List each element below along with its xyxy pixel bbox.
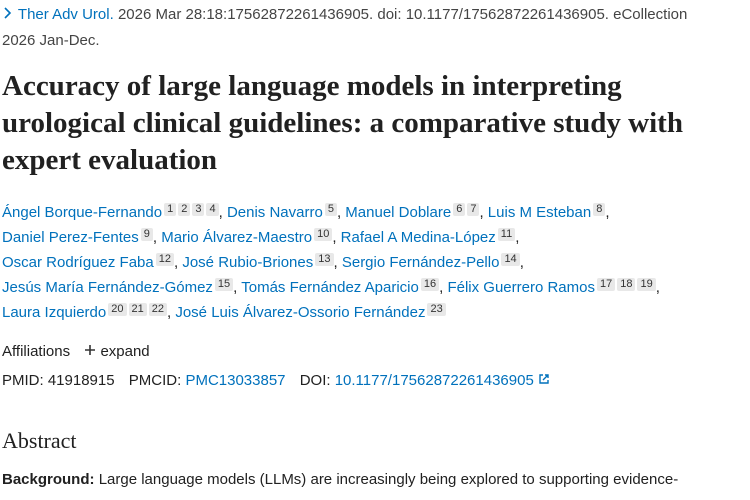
author-link[interactable]: Mario Álvarez-Maestro — [161, 229, 313, 246]
affiliations: Affiliations expand — [2, 341, 150, 363]
author-link[interactable]: Laura Izquierdo — [2, 304, 107, 321]
author-link[interactable]: Denis Navarro — [226, 204, 323, 221]
author-link[interactable]: Manuel Doblare — [345, 204, 452, 221]
author-separator: , — [152, 229, 158, 246]
doi-label: DOI: — [299, 372, 331, 389]
affiliation-number: 12 — [155, 253, 174, 266]
background-text: Large language models (LLMs) are increas… — [98, 471, 679, 488]
pmid: 41918915 — [47, 372, 115, 389]
author-separator: , — [333, 254, 338, 271]
affiliation-number: 13 — [315, 253, 334, 266]
plus-icon — [85, 345, 96, 355]
author-separator: , — [233, 279, 238, 296]
affiliation-number: 21 — [128, 303, 147, 316]
citation: Ther Adv Urol. 2026 Mar 28:18:1756287226… — [2, 2, 722, 54]
author-separator: , — [218, 204, 223, 221]
author-link[interactable]: Félix Guerrero Ramos — [447, 279, 595, 296]
abstract-heading: Abstract — [2, 428, 77, 453]
author-link[interactable]: Oscar Rodríguez Faba — [2, 254, 154, 271]
abstract-background: Background: Large language models (LLMs)… — [2, 469, 750, 491]
affiliation-number: 19 — [637, 278, 656, 291]
expand-text: expand — [100, 343, 150, 360]
affiliation-number: 20 — [108, 303, 127, 316]
affiliation-number: 16 — [420, 278, 440, 291]
chevron-icon — [4, 7, 12, 19]
citation-text: 2026 Mar 28:18:17562872261436905. doi: 1… — [2, 6, 688, 49]
author-link[interactable]: Sergio Fernández-Pello — [341, 254, 500, 271]
affiliation-number: 2 — [178, 203, 191, 216]
affiliation-number: 3 — [192, 203, 205, 216]
affiliation-number: 15 — [214, 278, 234, 291]
author-link[interactable]: Ángel Borque-Fernando — [2, 204, 163, 221]
author-separator: , — [515, 229, 520, 246]
pmcid-label: PMCID: — [128, 372, 182, 389]
expand-button[interactable]: expand — [84, 343, 150, 360]
author-separator: , — [439, 279, 444, 296]
author-link[interactable]: Rafael A Medina-López — [340, 229, 496, 246]
author-link[interactable]: Daniel Perez-Fentes — [2, 229, 139, 246]
affiliation-number: 6 — [453, 203, 466, 216]
identifiers: PMID: 41918915 PMCID: PMC13033857 DOI: 1… — [2, 370, 550, 392]
author-link[interactable]: Luis M Esteban — [487, 204, 592, 221]
affiliations-label: Affiliations — [2, 343, 71, 360]
authors: Ángel Borque-Fernando 1 2 3 4, Denis Navarro… — [2, 200, 747, 325]
author-link[interactable]: Tomás Fernández Aparicio — [241, 279, 419, 296]
affiliation-number: 8 — [593, 203, 606, 216]
affiliation-number: 17 — [596, 278, 616, 291]
affiliation-number: 18 — [617, 278, 636, 291]
affiliation-number: 10 — [314, 228, 333, 241]
affiliation-number: 23 — [427, 303, 446, 316]
affiliation-number: 9 — [140, 228, 153, 241]
author-separator: , — [655, 279, 660, 296]
affiliation-number: 14 — [501, 253, 520, 266]
affiliation-number: 5 — [324, 203, 337, 216]
background-label: Background: — [2, 471, 95, 488]
affiliation-number: 1 — [164, 203, 177, 216]
author-separator: , — [167, 304, 172, 321]
affiliation-number: 4 — [206, 203, 219, 216]
author-link[interactable]: Jesús María Fernández-Gómez — [2, 279, 213, 296]
affiliation-number: 22 — [148, 303, 167, 316]
affiliation-number: 7 — [467, 203, 480, 216]
journal-link[interactable]: Ther Adv Urol. — [17, 6, 114, 23]
author-link[interactable]: José Luis Álvarez-Ossorio Fernández — [175, 304, 426, 321]
external-link-icon — [539, 374, 549, 384]
author-separator: , — [519, 254, 524, 271]
doi-link[interactable]: 10.1177/17562872261436905 — [334, 372, 534, 389]
author-separator: , — [605, 204, 610, 221]
author-separator: , — [332, 229, 337, 246]
author-separator: , — [174, 254, 179, 271]
affiliation-number: 11 — [497, 228, 516, 241]
article-title: Accuracy of large language models in int… — [2, 70, 683, 176]
pmcid-link[interactable]: PMC13033857 — [185, 372, 286, 389]
author-link[interactable]: José Rubio-Briones — [182, 254, 314, 271]
author-separator: , — [479, 204, 484, 221]
author-separator: , — [336, 204, 342, 221]
pmid-label: PMID: — [2, 372, 44, 389]
